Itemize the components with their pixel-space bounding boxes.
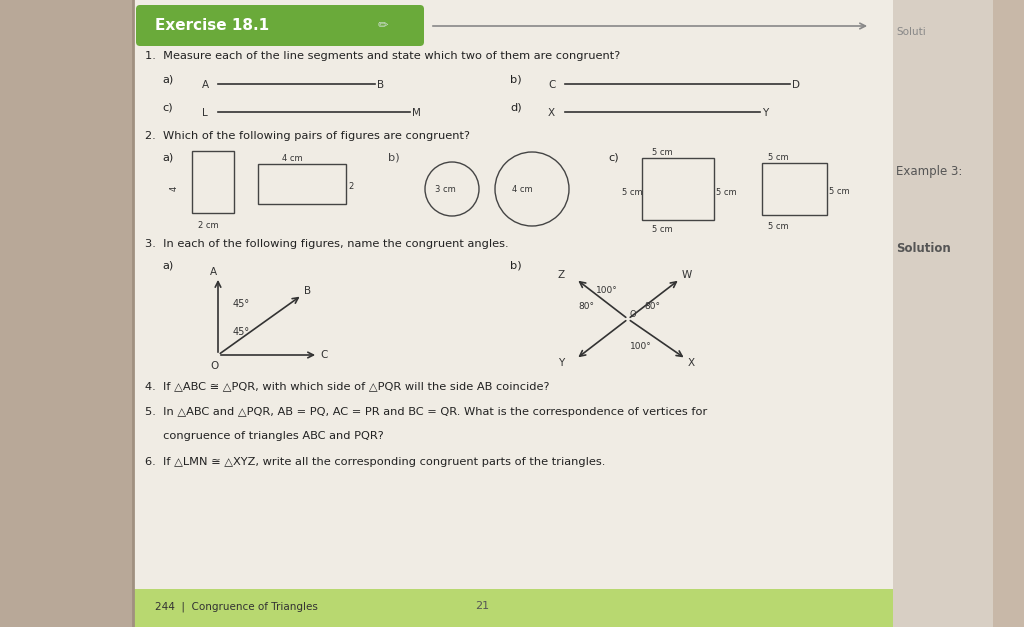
- Text: 5 cm: 5 cm: [652, 225, 673, 234]
- Text: 6.  If △LMN ≅ △XYZ, write all the corresponding congruent parts of the triangles: 6. If △LMN ≅ △XYZ, write all the corresp…: [145, 457, 605, 467]
- Text: X: X: [548, 108, 555, 118]
- Text: 45°: 45°: [233, 327, 250, 337]
- Text: 21: 21: [475, 601, 489, 611]
- Text: A: A: [210, 267, 217, 277]
- Text: 2: 2: [348, 182, 353, 191]
- Text: 45°: 45°: [233, 299, 250, 309]
- Text: Y: Y: [762, 108, 768, 118]
- Text: a): a): [162, 75, 173, 85]
- Text: 1.  Measure each of the line segments and state which two of them are congruent?: 1. Measure each of the line segments and…: [145, 51, 621, 61]
- Text: L: L: [202, 108, 208, 118]
- Text: 5 cm: 5 cm: [716, 188, 736, 197]
- Text: C: C: [319, 350, 328, 360]
- Text: a): a): [162, 261, 173, 271]
- Text: 2.  Which of the following pairs of figures are congruent?: 2. Which of the following pairs of figur…: [145, 131, 470, 141]
- Text: A: A: [202, 80, 209, 90]
- Text: O: O: [210, 361, 218, 371]
- Text: b): b): [388, 153, 399, 163]
- Text: Y: Y: [558, 358, 564, 368]
- Text: 244  |  Congruence of Triangles: 244 | Congruence of Triangles: [155, 601, 317, 611]
- Text: 3 cm: 3 cm: [435, 185, 456, 194]
- Bar: [0, 0, 133, 627]
- Text: C: C: [548, 80, 555, 90]
- Text: Solution: Solution: [896, 242, 950, 255]
- Text: X: X: [688, 358, 695, 368]
- Bar: [893, 0, 993, 627]
- Text: b): b): [510, 75, 521, 85]
- Bar: [762, 163, 827, 215]
- Text: d): d): [510, 103, 521, 113]
- Text: W: W: [682, 270, 692, 280]
- FancyBboxPatch shape: [136, 5, 424, 46]
- Text: 5 cm: 5 cm: [768, 153, 788, 162]
- Text: Example 3:: Example 3:: [896, 165, 963, 178]
- Text: 5 cm: 5 cm: [829, 187, 850, 196]
- Text: congruence of triangles ABC and PQR?: congruence of triangles ABC and PQR?: [145, 431, 384, 441]
- Text: ✏: ✏: [378, 19, 388, 33]
- Text: Exercise 18.1: Exercise 18.1: [155, 19, 269, 33]
- Text: Soluti: Soluti: [896, 27, 926, 37]
- Text: O: O: [630, 310, 637, 319]
- Text: B: B: [377, 80, 384, 90]
- Text: 4.  If △ABC ≅ △PQR, with which side of △PQR will the side AB coincide?: 4. If △ABC ≅ △PQR, with which side of △P…: [145, 381, 550, 391]
- Text: Z: Z: [558, 270, 565, 280]
- Bar: [133, 0, 893, 627]
- Text: 80°: 80°: [644, 302, 660, 311]
- Bar: [258, 164, 346, 204]
- Text: 5 cm: 5 cm: [652, 148, 673, 157]
- Text: c): c): [608, 153, 618, 163]
- Text: 4: 4: [170, 186, 179, 191]
- Text: 5 cm: 5 cm: [768, 222, 788, 231]
- Text: M: M: [412, 108, 421, 118]
- Text: 5.  In △ABC and △PQR, AB = PQ, AC = PR and BC = QR. What is the correspondence o: 5. In △ABC and △PQR, AB = PQ, AC = PR an…: [145, 407, 708, 417]
- Text: 2 cm: 2 cm: [198, 221, 219, 230]
- Text: a): a): [162, 153, 173, 163]
- Bar: [193, 151, 234, 213]
- Text: B: B: [304, 286, 311, 296]
- Text: D: D: [792, 80, 800, 90]
- Text: 4 cm: 4 cm: [282, 154, 303, 163]
- Text: 4 cm: 4 cm: [512, 185, 532, 194]
- Bar: [642, 158, 714, 220]
- Text: 3.  In each of the following figures, name the congruent angles.: 3. In each of the following figures, nam…: [145, 239, 509, 249]
- Text: 100°: 100°: [630, 342, 651, 351]
- Bar: [133, 589, 893, 627]
- Text: 80°: 80°: [578, 302, 594, 311]
- Text: b): b): [510, 261, 521, 271]
- Text: c): c): [162, 103, 173, 113]
- Text: 100°: 100°: [596, 286, 617, 295]
- Text: 5 cm: 5 cm: [622, 188, 643, 197]
